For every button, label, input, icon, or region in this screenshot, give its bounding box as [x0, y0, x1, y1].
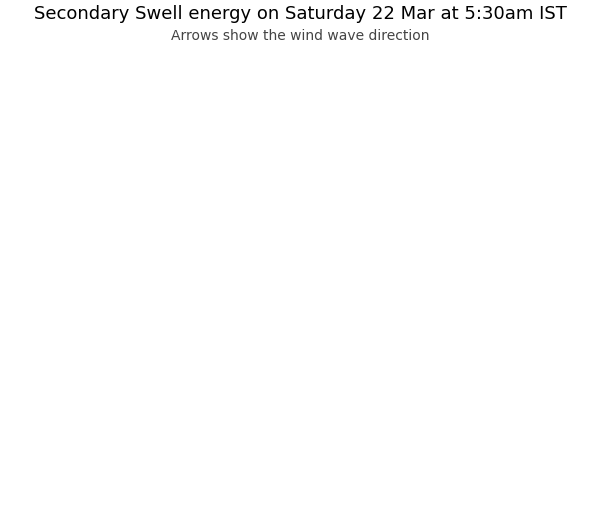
Text: cartopy required: cartopy required — [243, 271, 358, 285]
Text: Secondary Swell energy on Saturday 22 Mar at 5:30am IST: Secondary Swell energy on Saturday 22 Ma… — [34, 5, 567, 23]
Text: Arrows show the wind wave direction: Arrows show the wind wave direction — [171, 29, 430, 42]
